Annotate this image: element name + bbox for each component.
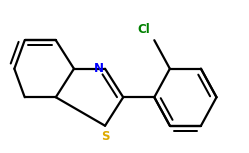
Text: S: S <box>101 130 109 143</box>
Text: N: N <box>94 62 104 75</box>
Text: Cl: Cl <box>138 23 150 36</box>
